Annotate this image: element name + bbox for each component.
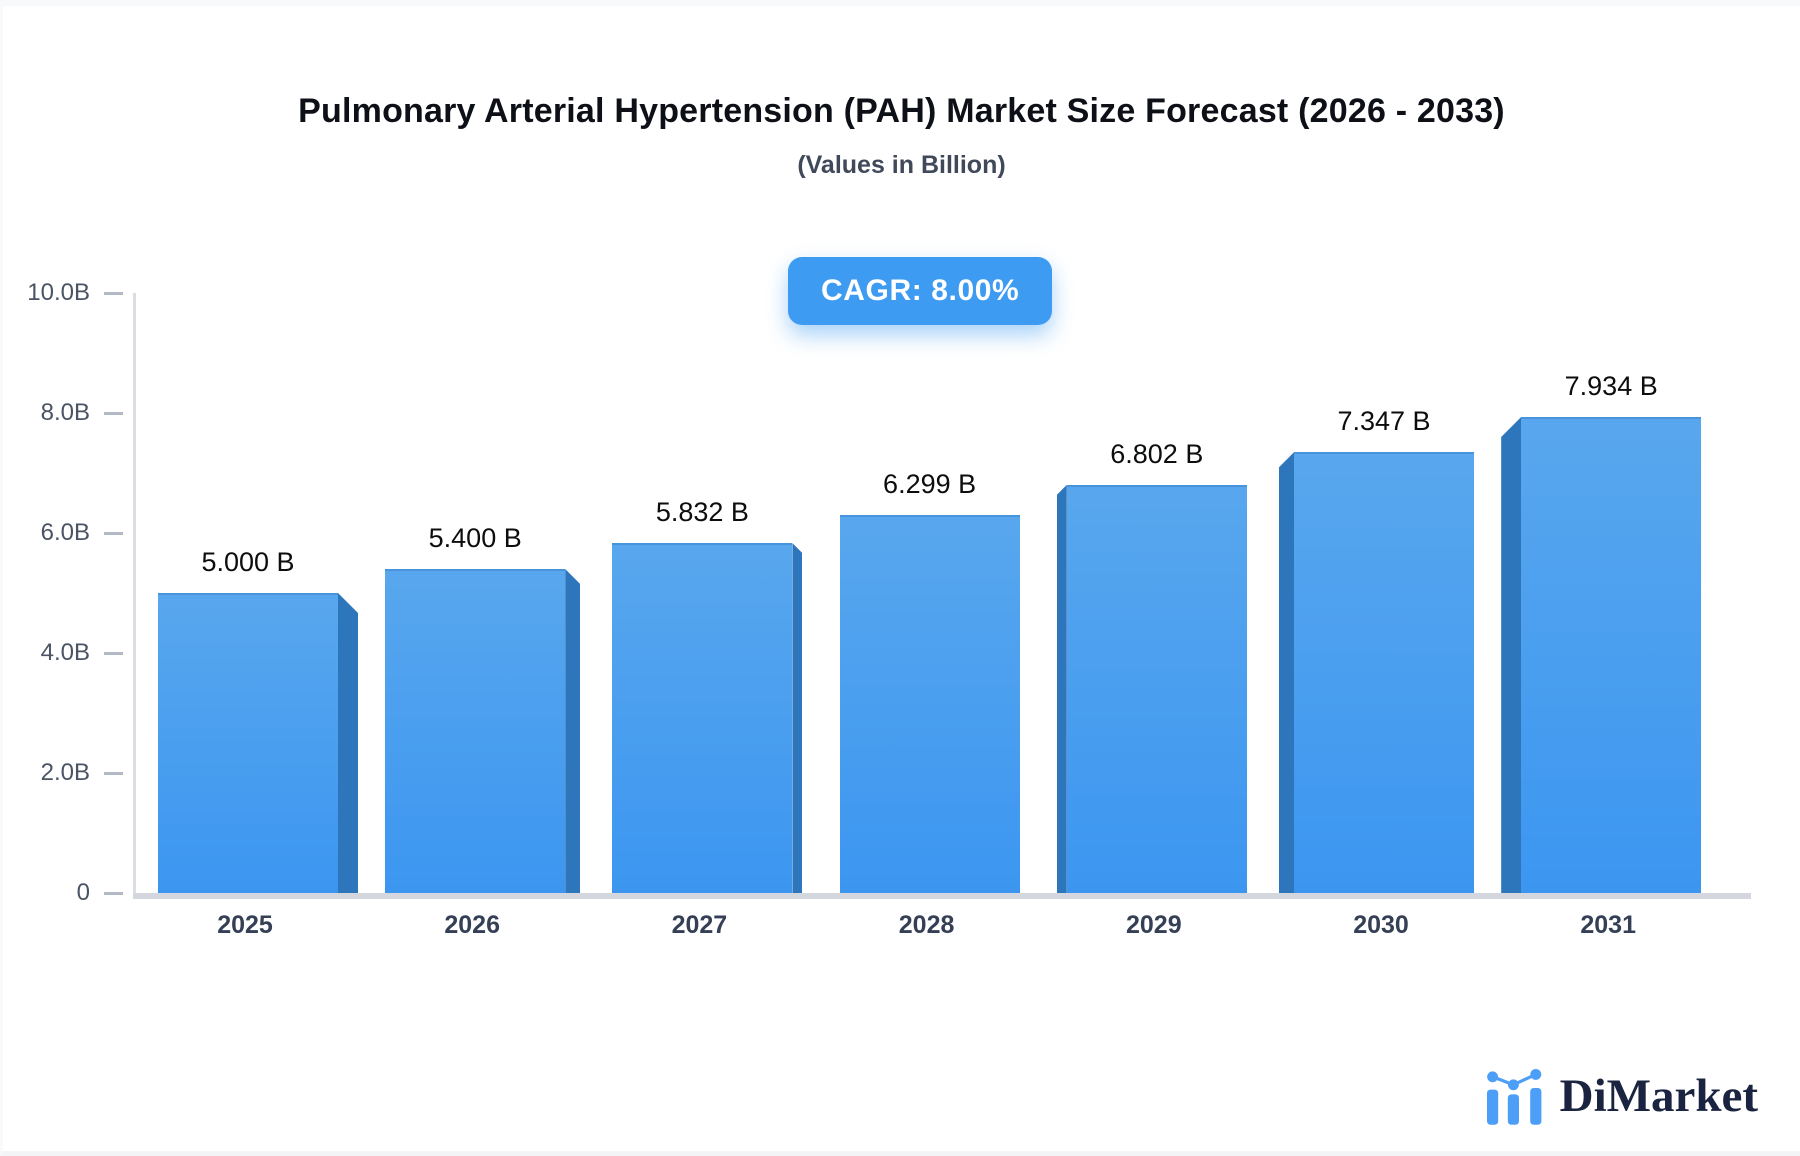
y-axis-tick: 2.0B bbox=[18, 759, 123, 787]
y-axis-tick-mark bbox=[104, 411, 123, 415]
x-axis-line bbox=[133, 893, 1751, 899]
bar-2031[interactable] bbox=[1521, 416, 1702, 893]
bar-2029[interactable] bbox=[1066, 484, 1247, 893]
mini-bar-chart-logo-icon bbox=[1486, 1068, 1542, 1125]
x-axis-label-2026: 2026 bbox=[444, 911, 500, 939]
y-axis-label: 4.0B bbox=[40, 639, 90, 666]
page-title: Pulmonary Arterial Hypertension (PAH) Ma… bbox=[298, 92, 1505, 130]
brand-logo: DiMarket bbox=[1483, 1067, 1758, 1125]
y-axis-label: 6.0B bbox=[40, 519, 90, 546]
bar-3d-side-2027 bbox=[792, 543, 803, 893]
plot-area: 10.0B 8.0B 6.0B 4.0B 2.0B 0 5.000 B 5.400 B 5.83… bbox=[27, 279, 1751, 906]
bar-2028[interactable] bbox=[839, 515, 1020, 893]
x-axis-label-2025: 2025 bbox=[217, 911, 273, 939]
brand-name: DiMarket bbox=[1559, 1070, 1758, 1122]
y-axis-tick: 6.0B bbox=[18, 519, 123, 547]
y-axis-label: 0 bbox=[76, 879, 90, 906]
bar-3d-side-2031 bbox=[1501, 416, 1522, 893]
y-axis-tick-mark bbox=[104, 771, 123, 775]
bar-2027[interactable] bbox=[612, 543, 793, 893]
bar-value-label: 6.299 B bbox=[883, 469, 977, 500]
chart-area: 10.0B 8.0B 6.0B 4.0B 2.0B 0 5.000 B 5.400 B 5.83… bbox=[3, 279, 1800, 993]
chart-header: Pulmonary Arterial Hypertension (PAH) Ma… bbox=[3, 6, 1800, 180]
x-axis-label-2031: 2031 bbox=[1580, 911, 1636, 939]
bar-value-label: 7.347 B bbox=[1337, 406, 1431, 437]
y-axis-tick-mark bbox=[104, 891, 123, 895]
x-axis-label-2029: 2029 bbox=[1125, 911, 1182, 939]
y-axis-label: 2.0B bbox=[40, 759, 90, 786]
page-subtitle: (Values in Billion) bbox=[797, 151, 1006, 179]
y-axis-tick: 4.0B bbox=[18, 639, 123, 667]
bar-value-label: 5.832 B bbox=[655, 497, 749, 528]
bar-3d-side-2029 bbox=[1056, 484, 1067, 893]
bar-2026[interactable] bbox=[385, 569, 566, 893]
bar-value-label: 7.934 B bbox=[1564, 370, 1658, 401]
cagr-badge: CAGR: 8.00% bbox=[788, 257, 1053, 325]
bar-2030[interactable] bbox=[1294, 452, 1474, 893]
y-axis-tick-mark bbox=[104, 291, 123, 295]
bar-2025[interactable] bbox=[158, 593, 338, 893]
y-axis-tick-mark bbox=[104, 531, 123, 535]
y-axis-tick-mark bbox=[104, 651, 123, 655]
bar-value-label: 5.400 B bbox=[428, 523, 522, 553]
y-axis-tick: 10.0B bbox=[18, 279, 123, 307]
x-axis-label-2027: 2027 bbox=[671, 911, 728, 939]
x-axis-label-2030: 2030 bbox=[1353, 911, 1409, 939]
x-axis-label-2028: 2028 bbox=[898, 911, 955, 939]
bar-value-label: 6.802 B bbox=[1110, 438, 1204, 469]
y-axis-label: 10.0B bbox=[27, 279, 90, 306]
bar-3d-side-2026 bbox=[565, 569, 581, 893]
bar-3d-side-2030 bbox=[1279, 452, 1294, 893]
bar-value-label: 5.000 B bbox=[201, 547, 295, 577]
y-axis-label: 8.0B bbox=[40, 399, 90, 426]
y-axis-tick: 8.0B bbox=[18, 399, 123, 427]
bar-3d-side-2025 bbox=[338, 593, 358, 893]
y-axis-tick: 0 bbox=[18, 879, 123, 907]
